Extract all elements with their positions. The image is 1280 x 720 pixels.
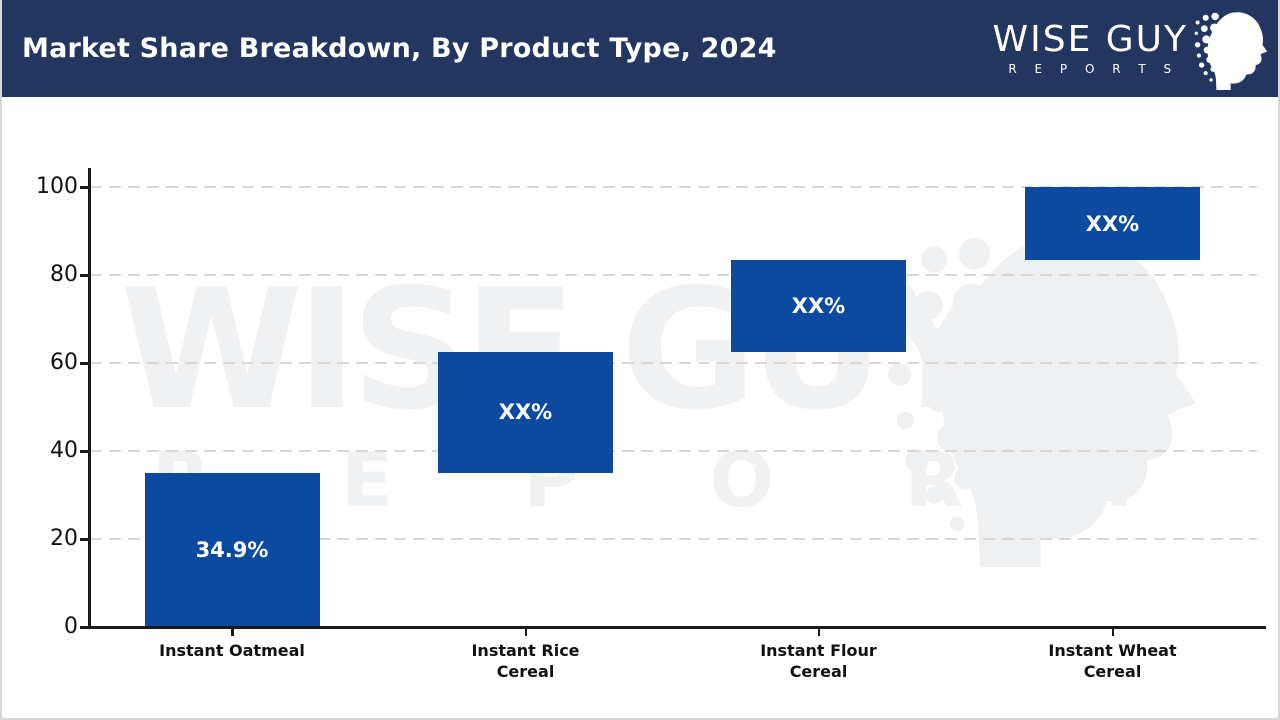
bar-segment: XX% (438, 351, 613, 474)
x-category-label-line: Instant Wheat (1048, 641, 1177, 660)
y-tick-mark (80, 274, 88, 277)
x-category-label-line: Instant Rice (471, 641, 580, 660)
logo-wordmark: WISE GUY (992, 18, 1188, 60)
x-category-label: Instant Rice Cereal (416, 640, 636, 682)
y-tick-label: 40 (50, 438, 78, 463)
x-category-label: Instant Wheat Cereal (1003, 640, 1223, 682)
x-category-label-line: Cereal (789, 662, 848, 681)
x-category-label: Instant Oatmeal (122, 640, 342, 661)
x-tick-mark (1111, 628, 1114, 636)
y-tick-label: 0 (64, 614, 78, 639)
x-category-label-line: Instant Oatmeal (159, 641, 305, 660)
gridline-20 (90, 538, 1257, 540)
x-category-label-line: Cereal (496, 662, 555, 681)
wise-guy-logo: WISE GUY R E P O R T S (992, 7, 1279, 90)
x-category-label-line: Cereal (1083, 662, 1142, 681)
y-tick-mark (80, 450, 88, 453)
gridline-40 (90, 450, 1257, 452)
y-tick-mark (80, 186, 88, 189)
y-tick-label: 100 (36, 174, 78, 199)
gridline-100 (90, 186, 1257, 188)
y-tick-mark (80, 362, 88, 365)
logo-subtitle: R E P O R T S (1008, 61, 1179, 76)
x-tick-mark (817, 628, 820, 636)
y-tick-label: 60 (50, 350, 78, 375)
gridline-60 (90, 362, 1257, 364)
y-tick-mark (80, 626, 88, 629)
x-axis-line (88, 626, 1266, 629)
y-tick-mark (80, 538, 88, 541)
y-tick-label: 20 (50, 526, 78, 551)
x-tick-mark (231, 628, 234, 636)
bar-value-label: XX% (791, 294, 846, 318)
gridline-80 (90, 274, 1257, 276)
x-category-label: Instant Flour Cereal (709, 640, 929, 682)
bar-value-label: XX% (1085, 211, 1140, 236)
page-title: Market Share Breakdown, By Product Type,… (22, 33, 777, 64)
bar-value-label: 34.9% (195, 538, 269, 563)
bar-segment: XX% (1025, 187, 1200, 261)
y-tick-label: 80 (50, 262, 78, 287)
y-axis-line (88, 168, 91, 628)
logo-text: WISE GUY R E P O R T S (992, 18, 1189, 76)
x-tick-mark (524, 628, 527, 636)
bar-segment: XX% (731, 260, 906, 352)
header-bar: Market Share Breakdown, By Product Type,… (2, 0, 1279, 97)
bar-value-label: XX% (498, 400, 553, 425)
x-category-label-line: Instant Flour (760, 641, 877, 660)
bar-segment: 34.9% (144, 473, 320, 627)
